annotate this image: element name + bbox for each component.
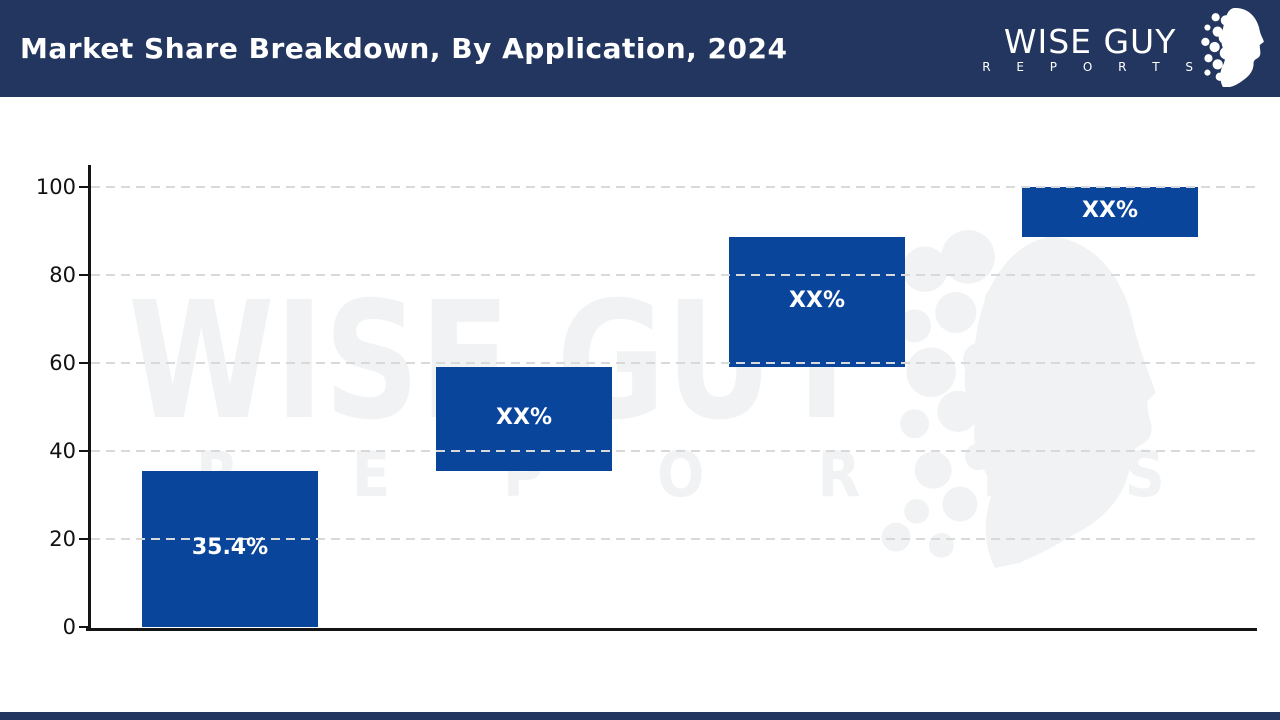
bar-value-label: 35.4% <box>191 535 269 561</box>
y-tick-label: 60 <box>49 351 76 375</box>
gridline-100 <box>91 186 1255 188</box>
gridline-60 <box>91 362 1255 364</box>
head-profile-icon <box>1194 6 1266 92</box>
y-tick <box>79 625 88 629</box>
page-title: Market Share Breakdown, By Application, … <box>20 32 788 65</box>
bar-endometriosis <box>1022 187 1198 238</box>
y-tick-label: 40 <box>49 439 76 463</box>
bar-hormone-replacement-therapy <box>142 471 318 627</box>
gridline-20 <box>91 538 1255 540</box>
watermark-head-icon <box>880 228 1180 572</box>
bar-menstrual-disorders <box>436 366 612 472</box>
gridline-40 <box>91 450 1255 452</box>
bar-value-label: XX% <box>1082 198 1138 224</box>
bar-value-label: XX% <box>789 288 845 314</box>
brand-subname: R E P O R T S <box>982 59 1204 74</box>
y-tick <box>79 449 88 453</box>
y-tick-label: 80 <box>49 263 76 287</box>
x-axis-spine <box>86 628 1257 631</box>
bar-fertility-treatments <box>729 237 905 367</box>
footer-bar <box>0 712 1280 720</box>
brand-name: WISE GUY <box>1003 21 1177 61</box>
y-tick-label: 100 <box>35 175 76 199</box>
gridline-80 <box>91 274 1255 276</box>
brand-logo-text: WISE GUY R E P O R T S <box>976 21 1204 74</box>
y-axis-spine <box>88 165 91 631</box>
header-bar: Market Share Breakdown, By Application, … <box>0 0 1280 97</box>
brand-logo: WISE GUY R E P O R T S <box>976 6 1266 92</box>
y-tick-label: 0 <box>62 615 76 639</box>
bar-value-label: XX% <box>496 405 552 431</box>
y-tick-label: 20 <box>49 527 76 551</box>
y-tick <box>79 537 88 541</box>
y-tick <box>79 185 88 189</box>
y-tick <box>79 273 88 277</box>
y-tick <box>79 361 88 365</box>
